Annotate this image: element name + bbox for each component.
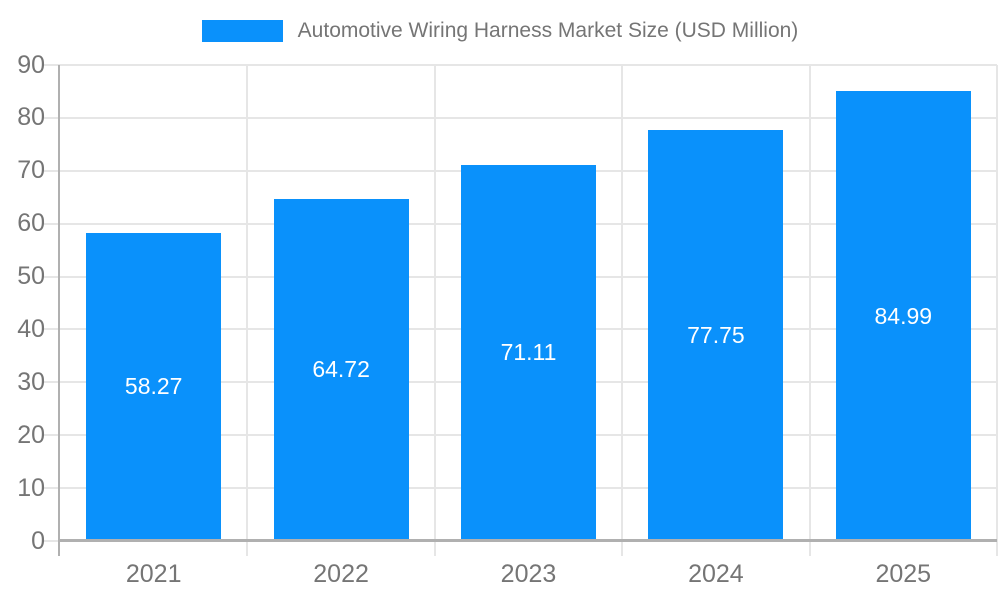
y-axis-tick	[44, 222, 60, 225]
x-gridline	[246, 65, 249, 556]
y-axis-label: 70	[17, 156, 45, 185]
x-axis-label-2022: 2022	[313, 559, 369, 588]
y-axis-tick	[44, 434, 60, 437]
x-gridline	[996, 65, 998, 556]
y-axis-label: 60	[17, 209, 45, 238]
y-axis-label: 90	[17, 50, 45, 79]
bar-value-label: 58.27	[124, 373, 183, 400]
y-axis-tick	[44, 487, 60, 490]
y-axis-tick	[44, 328, 60, 331]
x-gridline	[621, 65, 624, 556]
y-axis-label: 10	[17, 473, 45, 502]
y-axis-label: 80	[17, 103, 45, 132]
bar-2022[interactable]: 64.72	[273, 198, 409, 541]
bar-value-label: 71.11	[500, 339, 557, 366]
x-axis-label-2023: 2023	[500, 559, 557, 588]
y-gridline	[60, 116, 997, 119]
bar-value-label: 77.75	[687, 321, 745, 348]
chart-legend[interactable]: Automotive Wiring Harness Market Size (U…	[0, 14, 1000, 48]
y-axis-label: 0	[31, 526, 45, 555]
y-axis-label: 20	[17, 420, 45, 449]
bar-value-label: 64.72	[312, 356, 370, 383]
y-axis-tick	[44, 169, 60, 172]
y-axis-tick	[44, 275, 60, 278]
y-axis-tick	[44, 540, 60, 542]
bar-2025[interactable]: 84.99	[835, 91, 971, 541]
x-gridline	[808, 65, 811, 556]
y-axis-label: 50	[17, 262, 45, 291]
bar-2023[interactable]: 71.11	[461, 164, 596, 541]
y-axis-tick	[44, 64, 60, 66]
y-axis-tick	[44, 381, 60, 384]
legend-swatch	[201, 20, 283, 42]
x-axis-label-2025: 2025	[875, 559, 932, 588]
legend-label: Automotive Wiring Harness Market Size (U…	[297, 19, 799, 42]
y-axis-label: 30	[17, 367, 45, 396]
y-axis-label: 40	[17, 314, 45, 343]
x-axis-label-2024: 2024	[688, 559, 744, 588]
y-gridline	[60, 64, 997, 66]
y-axis-line	[58, 65, 60, 556]
bar-2021[interactable]: 58.27	[86, 232, 222, 541]
x-axis-label-2021: 2021	[125, 559, 182, 588]
x-gridline	[433, 65, 436, 556]
x-axis-line	[60, 539, 997, 542]
bar-2024[interactable]: 77.75	[648, 129, 784, 541]
y-axis-tick	[44, 116, 60, 119]
bar-value-label: 84.99	[874, 302, 933, 329]
